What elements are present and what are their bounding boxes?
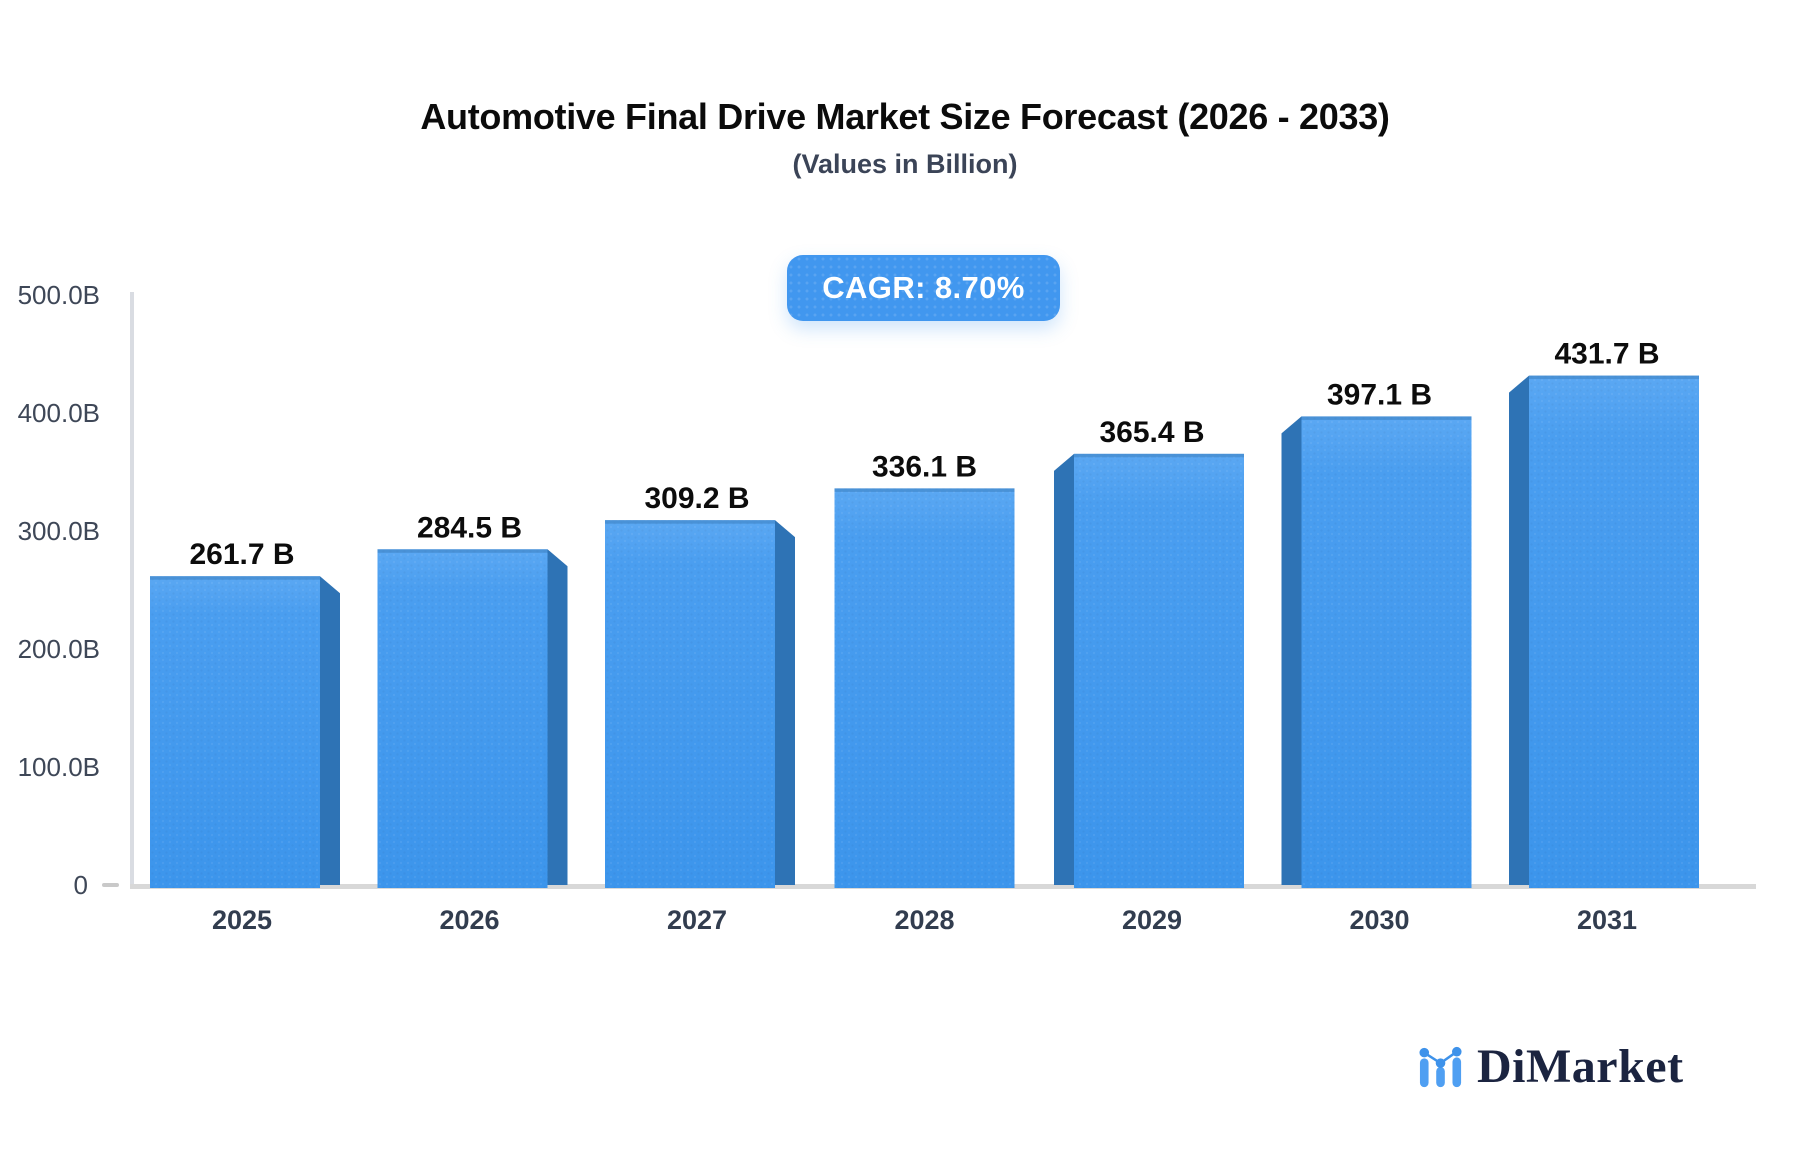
y-tick-label: 100.0B [18,752,100,782]
x-tick-label: 2028 [894,905,954,935]
chart-title: Automotive Final Drive Market Size Forec… [420,96,1390,137]
bar-side-face [775,520,795,885]
bar-side-face [1509,375,1529,885]
bar-group-2031 [1509,375,1699,888]
bar-value-label: 397.1 B [1327,378,1432,411]
x-tick-label: 2025 [212,905,272,935]
bar-group-2026 [377,549,568,888]
bar-chart-logo-icon [1419,1046,1462,1088]
dimarket-logo: DiMarket [1418,1040,1684,1094]
bar-top-edge [377,549,548,553]
x-tick-label: 2029 [1122,905,1182,935]
bar-top-edge [1529,375,1699,380]
bar-top-edge [1074,453,1244,458]
bar-texture [605,520,775,888]
zero-tick-dash [102,883,119,887]
y-tick-label: 200.0B [18,634,100,664]
bar-group-2029 [1054,453,1244,888]
x-tick-label: 2027 [667,905,727,935]
cagr-badge: CAGR: 8.70% [787,255,1060,321]
x-tick-label: 2026 [439,905,499,935]
bar-group-2027 [605,520,795,888]
y-tick-label: 500.0B [18,280,100,310]
bar-texture [150,576,320,888]
cagr-badge-label: CAGR: 8.70% [822,270,1025,305]
bar-value-label: 309.2 B [644,482,749,515]
x-tick-label: 2031 [1577,905,1637,935]
bar-texture [834,488,1015,888]
bar-value-label: 365.4 B [1099,416,1204,449]
bar-texture [1074,453,1244,888]
bar-texture [377,549,548,888]
bar-group-2030 [1281,416,1472,888]
y-tick-label: 300.0B [18,516,100,546]
bar-texture [1529,375,1699,888]
bar-texture [1301,416,1472,888]
bar-top-edge [605,520,775,524]
x-tick-label: 2030 [1349,905,1409,935]
bar-value-label: 336.1 B [872,450,977,483]
y-tick-label: 0 [74,870,88,900]
bar-side-face [1054,453,1074,885]
y-axis-line [130,292,134,889]
bar-value-label: 284.5 B [417,511,522,544]
bar-value-label: 261.7 B [189,538,294,571]
bar-top-edge [1301,416,1472,420]
bar-side-face [320,576,340,885]
bar-top-edge [150,576,320,580]
bar-side-face [1281,416,1302,885]
bar-group-2028 [834,488,1015,888]
chart-subtitle: (Values in Billion) [792,149,1018,179]
bar-top-edge [834,488,1015,492]
y-tick-label: 400.0B [18,398,100,428]
logo-text: DiMarket [1477,1040,1684,1093]
bar-side-face [547,549,568,885]
bar-group-2025 [150,576,340,888]
bar-value-label: 431.7 B [1554,338,1659,371]
